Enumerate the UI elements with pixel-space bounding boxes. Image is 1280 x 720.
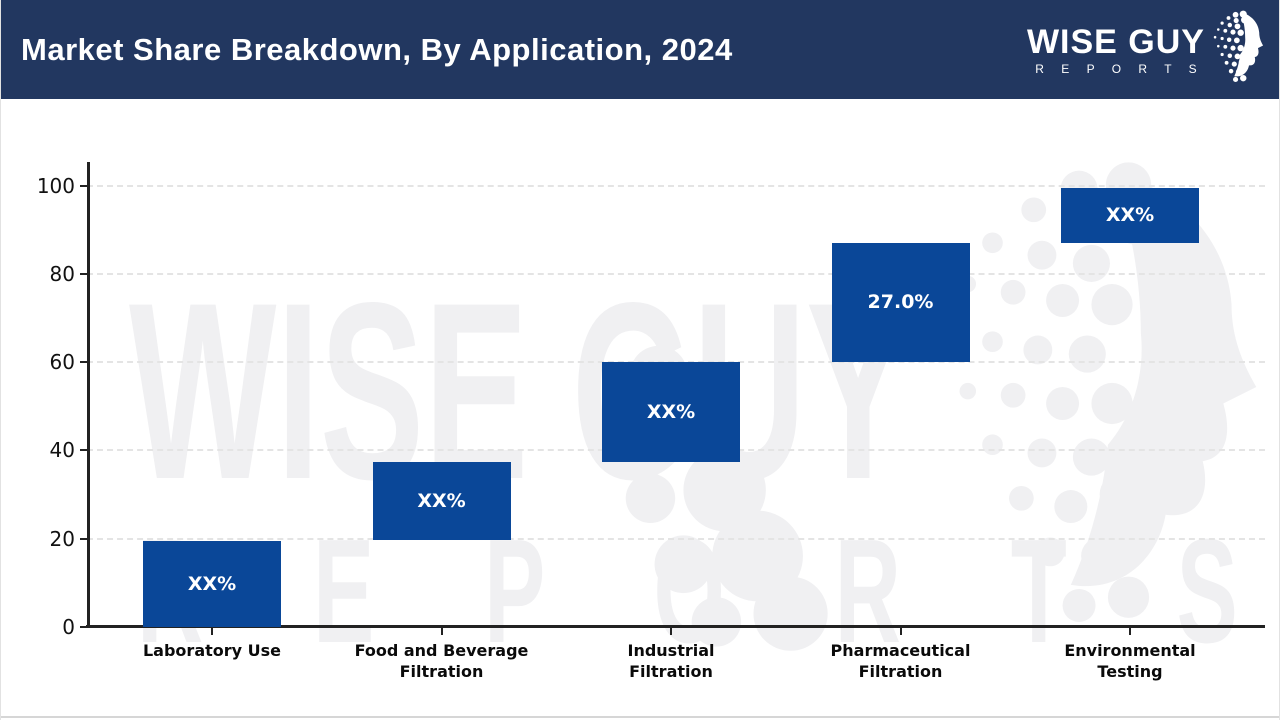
bottom-divider [1, 716, 1279, 718]
brand-logo-text: WISE GUY R E P O R T S [1027, 25, 1205, 75]
y-tick-mark-0 [80, 626, 87, 628]
x-axis-label-environmental-testing: Environmental Testing [1015, 640, 1245, 682]
bar-value-label-industrial-filtration: XX% [646, 400, 696, 423]
brand-sub-name: R E P O R T S [1035, 61, 1204, 76]
y-tick-label-40: 40 [49, 438, 75, 463]
bar-food-and-beverage-filtration: XX% [372, 461, 511, 540]
x-axis-label-line: Testing [1097, 662, 1163, 681]
x-tick-mark-laboratory-use [211, 628, 213, 635]
y-tick-label-20: 20 [49, 526, 75, 551]
x-tick-mark-pharmaceutical-filtration [899, 628, 902, 635]
bar-pharmaceutical-filtration: 27.0% [831, 242, 970, 363]
y-tick-mark-20 [80, 537, 87, 540]
y-tick-mark-80 [80, 272, 87, 275]
bar-environmental-testing: XX% [1061, 187, 1199, 243]
y-axis-line [87, 162, 90, 628]
x-axis-label-industrial-filtration: Industrial Filtration [556, 640, 786, 682]
bar-value-label-food-and-beverage-filtration: XX% [417, 489, 466, 512]
x-axis-label-line: Filtration [858, 662, 943, 681]
header-bar: Market Share Breakdown, By Application, … [1, 0, 1279, 99]
brand-logo: WISE GUY R E P O R T S [1027, 10, 1265, 90]
x-axis-label-line: Industrial [627, 641, 715, 660]
chart-title: Market Share Breakdown, By Application, … [21, 31, 733, 67]
bar-value-label-environmental-testing: XX% [1105, 204, 1155, 227]
bar-value-label-laboratory-use: XX% [187, 572, 237, 595]
bar-industrial-filtration: XX% [602, 362, 740, 462]
x-axis-label-line: Filtration [629, 662, 713, 681]
x-axis-label-line: Food and Beverage [354, 641, 529, 660]
x-axis-label-line: Pharmaceutical [830, 641, 971, 660]
gridline-80 [87, 272, 1265, 275]
x-axis-label-food-and-beverage-filtration: Food and Beverage Filtration [327, 640, 557, 682]
y-tick-label-100: 100 [36, 173, 75, 198]
gridline-20 [87, 537, 1265, 540]
x-tick-mark-industrial-filtration [670, 628, 672, 635]
y-tick-mark-60 [80, 361, 87, 364]
watermark: WISE GUY R E P O R T S [1, 99, 1279, 716]
gridline-100 [87, 184, 1265, 187]
watermark-brand-text: WISE GUY [129, 251, 911, 532]
x-axis-label-line: Filtration [399, 662, 484, 681]
y-tick-mark-40 [80, 449, 87, 452]
brand-name: WISE GUY [1026, 22, 1205, 61]
x-axis-label-line: Environmental [1064, 641, 1196, 660]
x-axis-label-pharmaceutical-filtration: Pharmaceutical Filtration [786, 640, 1016, 682]
x-axis-label-laboratory-use: Laboratory Use [97, 640, 327, 661]
x-axis-label-line: Laboratory Use [142, 641, 282, 660]
y-tick-label-0: 0 [62, 615, 75, 639]
x-tick-mark-food-and-beverage-filtration [440, 628, 443, 635]
x-tick-mark-environmental-testing [1129, 628, 1131, 635]
bar-laboratory-use: XX% [143, 540, 281, 627]
y-tick-label-80: 80 [49, 261, 75, 286]
y-tick-mark-100 [80, 184, 87, 187]
x-axis-line [86, 625, 1265, 628]
bar-value-label-pharmaceutical-filtration: 27.0% [867, 291, 934, 314]
y-tick-label-60: 60 [49, 350, 75, 375]
